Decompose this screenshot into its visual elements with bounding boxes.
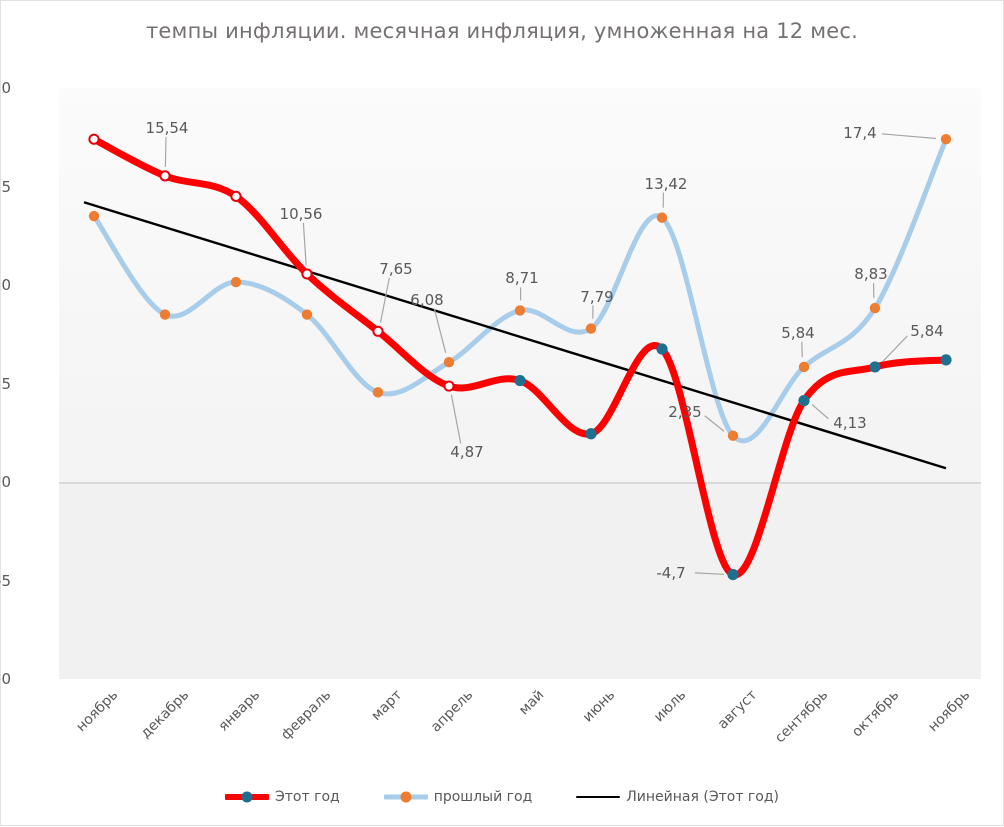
- plot-area: [59, 88, 981, 679]
- x-axis-tick: сентябрь: [749, 687, 831, 769]
- data-label: 5,84: [781, 324, 814, 342]
- data-label: -4,7: [656, 564, 685, 582]
- y-axis-tick: 5: [0, 375, 11, 393]
- data-label: 7,79: [580, 288, 613, 306]
- data-label: 17,4: [843, 124, 876, 142]
- chart-legend: Этот год прошлый год Линейная (Этот год): [1, 789, 1003, 805]
- legend-label: Линейная (Этот год): [626, 789, 779, 805]
- legend-marker-dot: [241, 792, 252, 803]
- legend-item-2[interactable]: прошлый год: [384, 789, 533, 805]
- x-axis-tick: август: [678, 687, 760, 769]
- legend-item-3[interactable]: Линейная (Этот год): [576, 789, 779, 805]
- x-axis-tick: июль: [607, 687, 689, 769]
- data-label: 2,35: [668, 403, 701, 421]
- data-label: 6,08: [410, 291, 443, 309]
- y-axis-tick: 10: [0, 276, 11, 294]
- y-axis-tick: -5: [0, 572, 11, 590]
- x-axis-tick: март: [323, 687, 405, 769]
- x-axis-tick: декабрь: [110, 687, 192, 769]
- x-axis-tick: ноябрь: [39, 687, 121, 769]
- y-axis-tick: -10: [0, 670, 11, 688]
- legend-swatch-icon: [225, 790, 269, 804]
- chart-title: темпы инфляции. месячная инфляция, умнож…: [1, 19, 1003, 43]
- x-axis-tick: май: [465, 687, 547, 769]
- zero-baseline: [59, 482, 981, 484]
- y-axis-tick: 0: [0, 473, 11, 491]
- data-label: 4,13: [833, 414, 866, 432]
- x-axis-tick: октябрь: [820, 687, 902, 769]
- y-axis-tick: 15: [0, 178, 11, 196]
- data-label: 8,83: [854, 265, 887, 283]
- x-axis-tick: февраль: [252, 687, 334, 769]
- data-label: 5,84: [910, 322, 943, 340]
- x-axis-tick: ноябрь: [891, 687, 973, 769]
- legend-label: прошлый год: [434, 789, 533, 805]
- data-label: 10,56: [280, 205, 323, 223]
- x-axis-tick: июнь: [536, 687, 618, 769]
- data-label: 4,87: [450, 443, 483, 461]
- legend-swatch-icon: [576, 790, 620, 804]
- data-label: 15,54: [146, 119, 189, 137]
- legend-label: Этот год: [275, 789, 340, 805]
- legend-marker-dot: [400, 792, 411, 803]
- data-label: 7,65: [379, 260, 412, 278]
- legend-item-1[interactable]: Этот год: [225, 789, 340, 805]
- x-axis-tick: январь: [181, 687, 263, 769]
- legend-swatch-icon: [384, 790, 428, 804]
- data-label: 8,71: [505, 269, 538, 287]
- x-axis-tick: апрель: [394, 687, 476, 769]
- data-label: 13,42: [645, 175, 688, 193]
- y-axis-tick: 20: [0, 79, 11, 97]
- plot-lower-band: [59, 483, 981, 679]
